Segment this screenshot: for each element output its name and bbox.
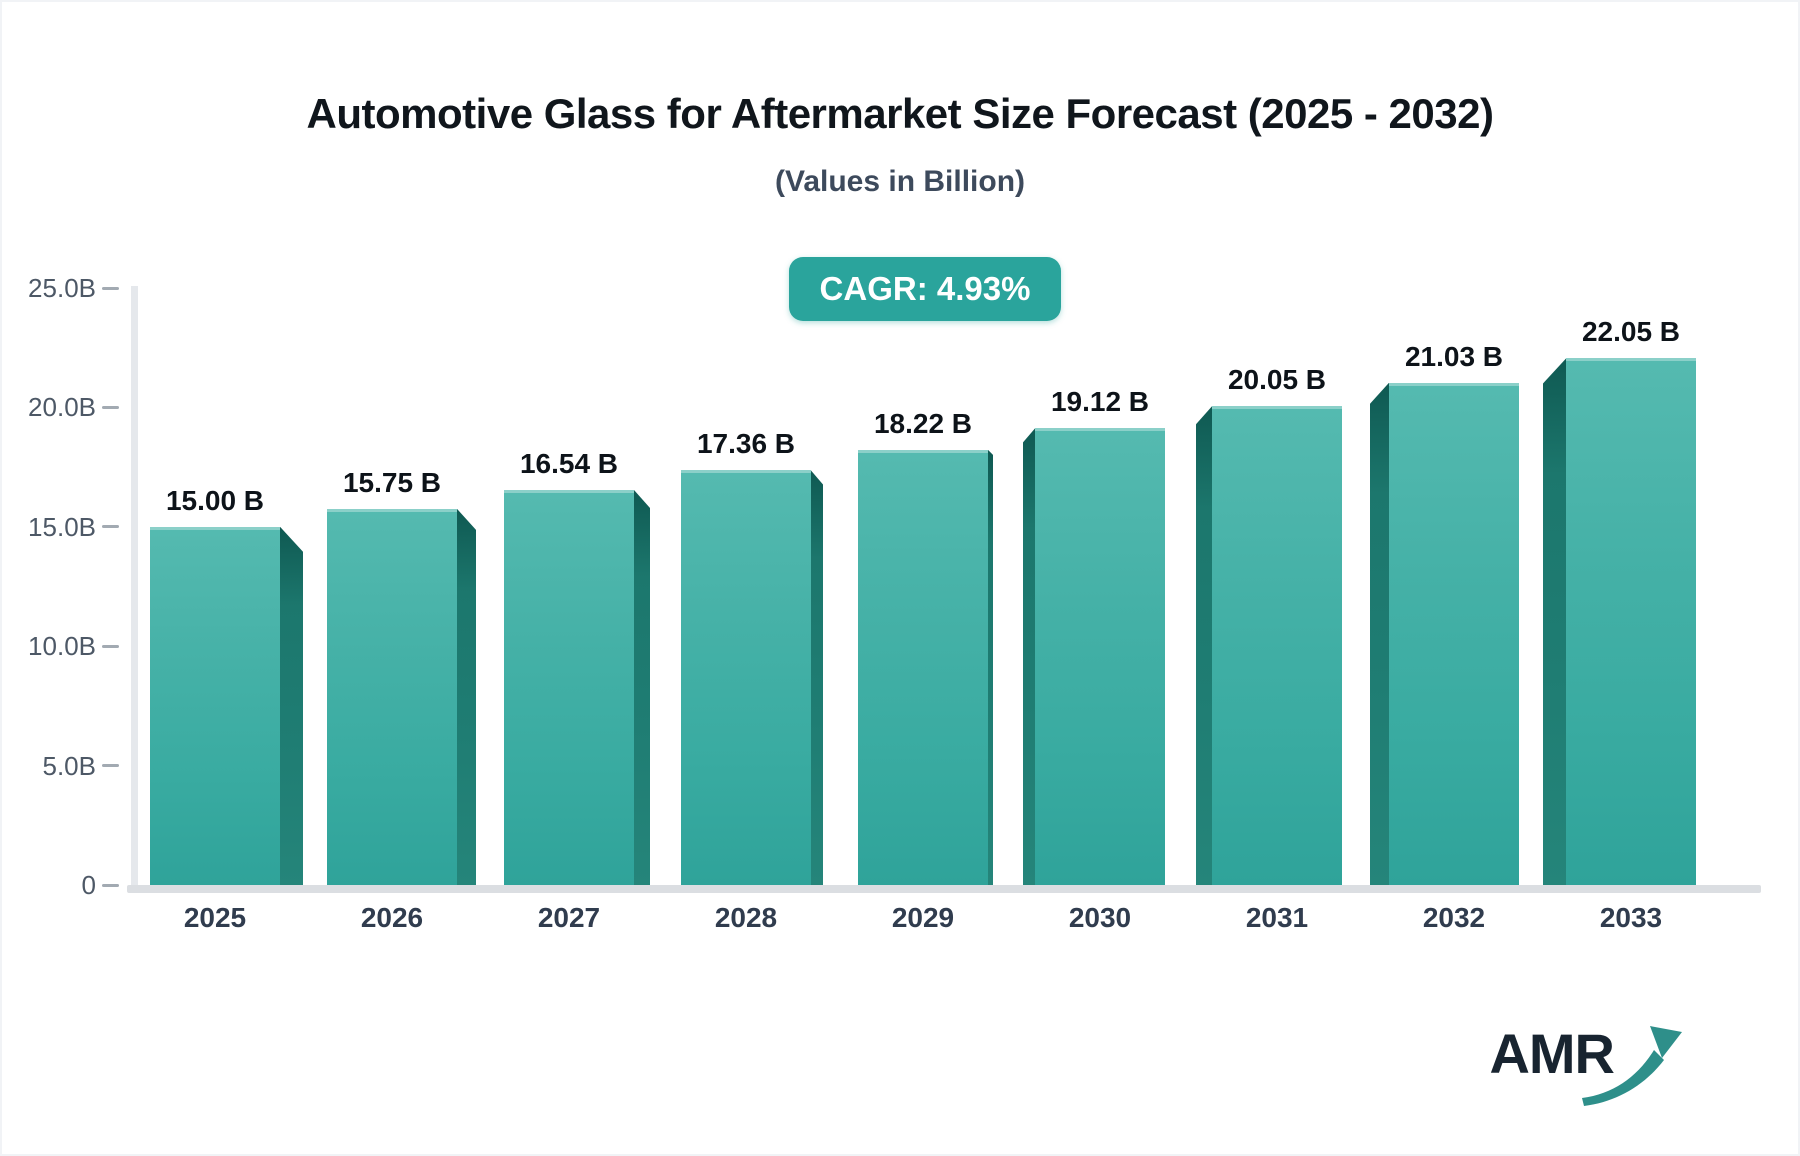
y-tick-label: 25.0B [28,273,96,303]
x-tick-label: 2031 [1245,902,1309,933]
bar-3d-side [811,470,823,885]
bar [1035,428,1165,885]
y-tick-label: 10.0B [28,631,96,662]
y-tick-dash [102,286,119,290]
bar [1212,406,1342,885]
bar [858,449,988,885]
bar-value-label: 16.54 B [519,448,619,480]
bar-3d-side [1196,406,1212,885]
bar [150,526,280,885]
x-tick-label: 2028 [714,902,778,933]
y-tick-label: 15.0B [28,511,96,542]
x-axis-line [127,885,1761,893]
y-tick-dash [102,644,119,648]
chart-title: Automotive Glass for Aftermarket Size Fo… [306,90,1494,137]
bar-value-label: 21.03 B [1404,340,1504,372]
bar [504,490,634,885]
y-tick-dash [102,764,119,768]
y-axis-line [131,286,138,886]
x-tick-label: 2033 [1599,902,1663,933]
y-tick-label: 0 [81,870,96,900]
bar [1566,358,1696,885]
bar-3d-side [280,526,303,885]
bar-value-label: 18.22 B [873,407,973,439]
chart-subtitle: (Values in Billion) [774,165,1026,198]
bar-3d-side [457,508,476,885]
y-tick-label: 20.0B [28,392,96,423]
bar [681,470,811,885]
bar-3d-side [1023,428,1035,885]
x-tick-label: 2026 [360,902,424,933]
bar-value-label: 19.12 B [1050,386,1150,418]
bar-3d-side [1370,382,1389,885]
cagr-badge: CAGR: 4.93% [789,257,1061,321]
bar-value-label: 17.36 B [696,428,796,460]
growth-arrow-icon [1582,1026,1682,1106]
y-tick-dash [102,883,119,887]
y-tick-dash [102,405,119,409]
bar [1389,382,1519,885]
bar [327,508,457,885]
bar-value-label: 20.05 B [1227,364,1327,396]
bar-3d-side [1543,358,1566,885]
x-tick-label: 2030 [1068,902,1132,933]
y-tick-label: 5.0B [42,750,97,781]
x-tick-label: 2025 [183,902,247,933]
bar-3d-side [634,490,650,885]
brand-logo-text: AMR [1489,1022,1615,1085]
x-tick-label: 2029 [891,902,955,933]
y-tick-dash [102,525,119,529]
x-tick-label: 2027 [537,902,601,933]
bar-3d-side [988,449,993,885]
brand-logo: AMR [1489,1026,1684,1106]
bar-value-label: 15.00 B [165,484,265,516]
x-tick-label: 2032 [1422,902,1486,933]
bar-value-label: 15.75 B [342,466,442,498]
bar-value-label: 22.05 B [1581,316,1681,348]
